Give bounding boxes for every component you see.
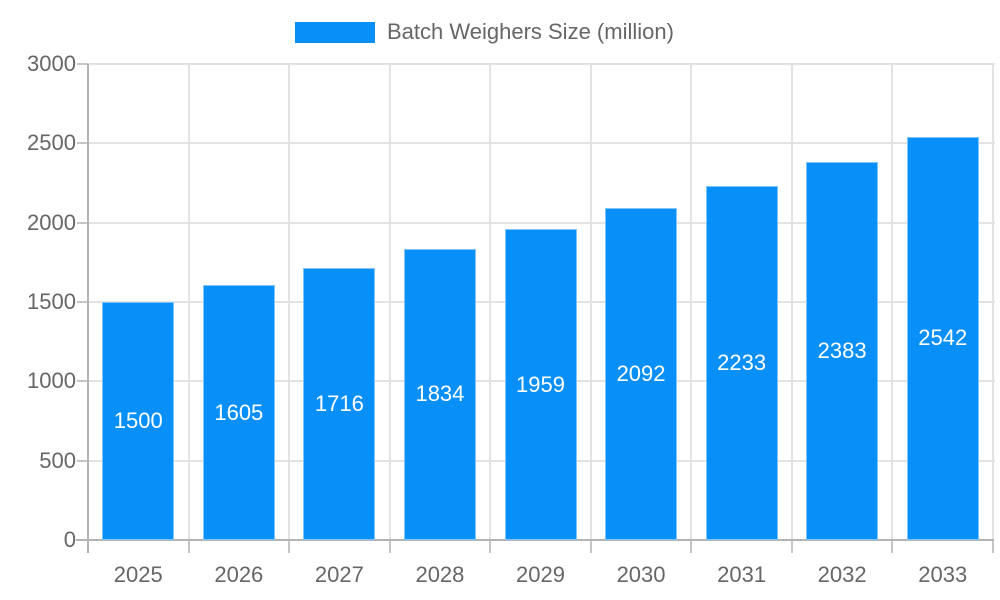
bar-value-label: 1959 <box>516 371 565 397</box>
bar: 1605 <box>202 285 275 540</box>
x-axis-tick-label: 2030 <box>616 562 666 587</box>
x-axis-tick-label: 2029 <box>516 562 565 587</box>
x-tick-mark <box>992 541 994 553</box>
x-tick-mark <box>187 541 190 553</box>
x-axis-tick-label: 2025 <box>113 562 163 587</box>
y-axis-tick-label: 2000 <box>27 209 76 235</box>
x-tick-mark <box>690 541 693 553</box>
y-gridline <box>88 142 995 145</box>
y-tick-mark <box>77 142 88 145</box>
x-gridline <box>891 64 894 540</box>
x-gridline <box>790 64 793 540</box>
legend-label: Batch Weighers Size (million) <box>387 19 674 44</box>
x-axis-tick-label: 2033 <box>918 562 968 587</box>
y-axis-tick-label: 500 <box>39 447 76 473</box>
x-gridline <box>992 64 994 540</box>
x-gridline <box>187 64 190 540</box>
x-axis-tick-label: 2032 <box>817 562 867 587</box>
bar: 1959 <box>504 229 577 540</box>
x-gridline <box>690 64 693 540</box>
y-tick-mark <box>77 380 88 383</box>
x-axis-tick-label: 2031 <box>717 562 767 587</box>
x-tick-mark <box>790 541 793 553</box>
x-axis-tick-label: 2027 <box>314 562 364 587</box>
bar-value-label: 1716 <box>314 390 364 416</box>
legend: Batch Weighers Size (million) <box>295 19 674 45</box>
bar: 2233 <box>705 185 778 540</box>
legend-item[interactable]: Batch Weighers Size (million) <box>295 19 674 45</box>
bar: 1834 <box>403 249 476 540</box>
legend-swatch-icon <box>295 21 375 43</box>
x-tick-mark <box>388 541 391 553</box>
y-tick-mark <box>77 221 88 224</box>
y-axis-tick-label: 0 <box>63 527 76 552</box>
bar-value-label: 1500 <box>113 408 163 433</box>
y-axis-tick-label: 1000 <box>27 368 76 394</box>
bar: 1500 <box>102 302 175 540</box>
bar: 2383 <box>806 161 879 540</box>
x-tick-mark <box>489 541 492 553</box>
bar: 2542 <box>906 136 979 540</box>
y-tick-mark <box>77 63 88 65</box>
x-gridline <box>388 64 391 540</box>
y-axis-tick-label: 3000 <box>27 51 76 76</box>
x-tick-mark <box>288 541 291 553</box>
bar-value-label: 2542 <box>918 325 968 351</box>
y-tick-mark <box>77 459 88 462</box>
y-tick-mark <box>77 301 88 303</box>
x-tick-mark <box>891 541 894 553</box>
bar: 2092 <box>605 208 678 540</box>
x-gridline <box>288 64 291 540</box>
bar-value-label: 2092 <box>616 361 666 387</box>
x-gridline <box>489 64 492 540</box>
x-axis-tick-label: 2028 <box>415 562 465 587</box>
x-axis-line <box>76 539 994 541</box>
y-axis-line <box>87 64 89 553</box>
bar-value-label: 2383 <box>817 337 867 363</box>
x-axis-tick-label: 2026 <box>214 562 264 587</box>
y-axis-tick-label: 1500 <box>27 289 76 314</box>
bar-value-label: 2233 <box>717 349 767 375</box>
x-tick-mark <box>589 541 592 553</box>
y-axis-tick-label: 2500 <box>27 130 76 156</box>
y-gridline <box>88 221 995 224</box>
bar-value-label: 1834 <box>415 381 465 407</box>
x-gridline <box>589 64 592 540</box>
bar-value-label: 1605 <box>214 399 264 425</box>
y-gridline <box>88 63 995 65</box>
bar: 1716 <box>303 267 376 540</box>
